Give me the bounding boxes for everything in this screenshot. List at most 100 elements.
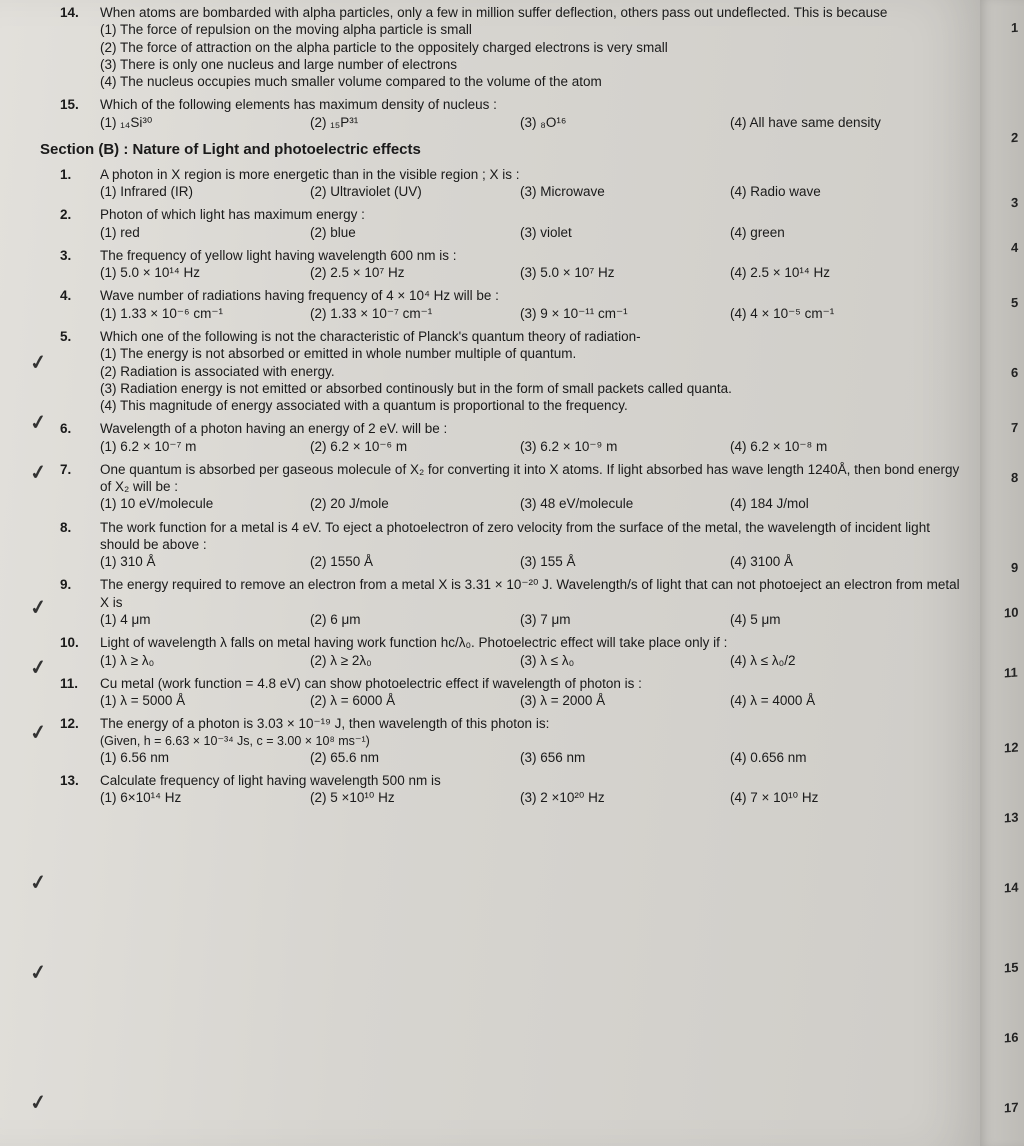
option: (1) 10 eV/molecule bbox=[100, 495, 270, 512]
option: (2) 20 J/mole bbox=[310, 495, 480, 512]
option: (4) 7 × 10¹⁰ Hz bbox=[730, 789, 900, 806]
option: (4) The nucleus occupies much smaller vo… bbox=[100, 73, 960, 90]
edge-number: 11 bbox=[1004, 665, 1018, 681]
question: 10.Light of wavelength λ falls on metal … bbox=[60, 634, 960, 669]
tick-mark-icon: ✓ bbox=[28, 594, 48, 621]
option: (2) 2.5 × 10⁷ Hz bbox=[310, 264, 480, 281]
question: 8.The work function for a metal is 4 eV.… bbox=[60, 519, 960, 571]
question: 2.Photon of which light has maximum ener… bbox=[60, 206, 960, 241]
question-stem: Which of the following elements has maxi… bbox=[100, 96, 960, 113]
question-body: The work function for a metal is 4 eV. T… bbox=[100, 519, 960, 571]
question: 14.When atoms are bombarded with alpha p… bbox=[60, 4, 960, 90]
options: (1) 6×10¹⁴ Hz(2) 5 ×10¹⁰ Hz(3) 2 ×10²⁰ H… bbox=[100, 789, 960, 806]
option: (3) ₈O¹⁶ bbox=[520, 114, 690, 131]
option: (4) 0.656 nm bbox=[730, 749, 900, 766]
question-body: The frequency of yellow light having wav… bbox=[100, 247, 960, 282]
question-body: Cu metal (work function = 4.8 eV) can sh… bbox=[100, 675, 960, 710]
question: 12.The energy of a photon is 3.03 × 10⁻¹… bbox=[60, 715, 960, 766]
option: (3) λ ≤ λ₀ bbox=[520, 652, 690, 669]
option: (1) 6.2 × 10⁻⁷ m bbox=[100, 438, 270, 455]
option: (2) Ultraviolet (UV) bbox=[310, 183, 480, 200]
option: (2) 1550 Å bbox=[310, 553, 480, 570]
question-body: Photon of which light has maximum energy… bbox=[100, 206, 960, 241]
edge-number: 12 bbox=[1004, 739, 1018, 755]
edge-number: 1 bbox=[1011, 20, 1018, 36]
tick-mark-icon: ✓ bbox=[28, 719, 48, 746]
option: (3) 656 nm bbox=[520, 749, 690, 766]
question-number: 8. bbox=[60, 519, 100, 571]
option: (3) λ = 2000 Å bbox=[520, 692, 690, 709]
options: (1) λ ≥ λ₀(2) λ ≥ 2λ₀(3) λ ≤ λ₀(4) λ ≤ λ… bbox=[100, 652, 960, 669]
edge-number: 9 bbox=[1011, 560, 1018, 576]
question-number: 7. bbox=[60, 461, 100, 513]
option: (1) 1.33 × 10⁻⁶ cm⁻¹ bbox=[100, 305, 270, 322]
tick-mark-icon: ✓ bbox=[28, 959, 48, 986]
option: (4) λ = 4000 Å bbox=[730, 692, 900, 709]
option: (2) 6 μm bbox=[310, 611, 480, 628]
question-stem: Which one of the following is not the ch… bbox=[100, 328, 960, 345]
options: (1) The force of repulsion on the moving… bbox=[100, 21, 960, 90]
question-number: 12. bbox=[60, 715, 100, 766]
question-stem: The work function for a metal is 4 eV. T… bbox=[100, 519, 960, 554]
question-number: 13. bbox=[60, 772, 100, 807]
option: (3) There is only one nucleus and large … bbox=[100, 56, 960, 73]
question-stem: Wave number of radiations having frequen… bbox=[100, 287, 960, 304]
option: (1) Infrared (IR) bbox=[100, 183, 270, 200]
question-body: Which one of the following is not the ch… bbox=[100, 328, 960, 414]
edge-number: 13 bbox=[1004, 809, 1018, 825]
options: (1) ₁₄Si³⁰ (2) ₁₅P³¹ (3) ₈O¹⁶ (4) All have … bbox=[100, 114, 960, 131]
question-number: 5. bbox=[60, 328, 100, 414]
question-number: 2. bbox=[60, 206, 100, 241]
option: (4) All have same density bbox=[730, 114, 900, 131]
question-stem: Calculate frequency of light having wave… bbox=[100, 772, 960, 789]
option: (4) 4 × 10⁻⁵ cm⁻¹ bbox=[730, 305, 900, 322]
question-body: Which of the following elements has maxi… bbox=[100, 96, 960, 131]
option: (3) 7 μm bbox=[520, 611, 690, 628]
option: (3) Radiation energy is not emitted or a… bbox=[100, 380, 960, 397]
question: 4.Wave number of radiations having frequ… bbox=[60, 287, 960, 322]
question: 7.One quantum is absorbed per gaseous mo… bbox=[60, 461, 960, 513]
question-number: 9. bbox=[60, 576, 100, 628]
question-body: Light of wavelength λ falls on metal hav… bbox=[100, 634, 960, 669]
question-number: 15. bbox=[60, 96, 100, 131]
question-stem: Light of wavelength λ falls on metal hav… bbox=[100, 634, 960, 651]
option: (4) 6.2 × 10⁻⁸ m bbox=[730, 438, 900, 455]
option: (1) 5.0 × 10¹⁴ Hz bbox=[100, 264, 270, 281]
options: (1) 1.33 × 10⁻⁶ cm⁻¹(2) 1.33 × 10⁻⁷ cm⁻¹… bbox=[100, 305, 960, 322]
options: (1) The energy is not absorbed or emitte… bbox=[100, 345, 960, 414]
option: (1) λ ≥ λ₀ bbox=[100, 652, 270, 669]
question: 13.Calculate frequency of light having w… bbox=[60, 772, 960, 807]
tick-mark-icon: ✓ bbox=[28, 349, 48, 376]
question-stem: A photon in X region is more energetic t… bbox=[100, 166, 960, 183]
option: (1) ₁₄Si³⁰ bbox=[100, 114, 270, 131]
question-body: Calculate frequency of light having wave… bbox=[100, 772, 960, 807]
option: (3) Microwave bbox=[520, 183, 690, 200]
option: (3) 48 eV/molecule bbox=[520, 495, 690, 512]
question: 1.A photon in X region is more energetic… bbox=[60, 166, 960, 201]
option: (3) 2 ×10²⁰ Hz bbox=[520, 789, 690, 806]
options: (1) 10 eV/molecule (2) 20 J/mole (3) 48 eV… bbox=[100, 495, 960, 512]
option: (4) This magnitude of energy associated … bbox=[100, 397, 960, 414]
question-stem: Photon of which light has maximum energy… bbox=[100, 206, 960, 223]
edge-number: 15 bbox=[1004, 959, 1018, 975]
option: (1) λ = 5000 Å bbox=[100, 692, 270, 709]
option: (3) 6.2 × 10⁻⁹ m bbox=[520, 438, 690, 455]
option: (1) The force of repulsion on the moving… bbox=[100, 21, 960, 38]
edge-number: 17 bbox=[1004, 1099, 1018, 1115]
option: (2) ₁₅P³¹ bbox=[310, 114, 480, 131]
options: (1) λ = 5000 Å(2) λ = 6000 Å(3) λ = 2000… bbox=[100, 692, 960, 709]
question-number: 6. bbox=[60, 420, 100, 455]
question-number: 1. bbox=[60, 166, 100, 201]
option: (1) 4 μm bbox=[100, 611, 270, 628]
option: (4) Radio wave bbox=[730, 183, 900, 200]
option: (1) 6×10¹⁴ Hz bbox=[100, 789, 270, 806]
question: 3.The frequency of yellow light having w… bbox=[60, 247, 960, 282]
option: (4) 3100 Å bbox=[730, 553, 900, 570]
question-body: One quantum is absorbed per gaseous mole… bbox=[100, 461, 960, 513]
question: 11.Cu metal (work function = 4.8 eV) can… bbox=[60, 675, 960, 710]
edge-number: 3 bbox=[1011, 195, 1018, 211]
facing-page-edge: 1234567891011121314151617 bbox=[980, 0, 1024, 1146]
options: (1) Infrared (IR) (2) Ultraviolet (UV) (3)… bbox=[100, 183, 960, 200]
question: 15.Which of the following elements has m… bbox=[60, 96, 960, 131]
options: (1) 4 μm(2) 6 μm(3) 7 μm(4) 5 μm bbox=[100, 611, 960, 628]
